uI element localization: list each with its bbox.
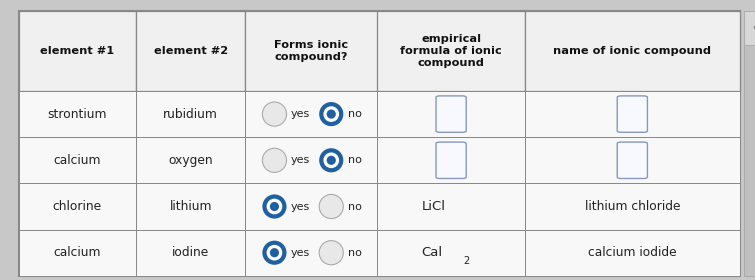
Bar bbox=[136, 183, 245, 230]
Bar bbox=[378, 11, 525, 91]
Text: calcium: calcium bbox=[54, 154, 101, 167]
Bar bbox=[19, 91, 136, 137]
Text: iodine: iodine bbox=[172, 246, 209, 259]
Bar bbox=[136, 230, 245, 276]
Text: >: > bbox=[749, 25, 755, 34]
Ellipse shape bbox=[262, 148, 286, 172]
Bar bbox=[525, 137, 740, 183]
Text: no: no bbox=[348, 202, 362, 211]
Bar bbox=[378, 183, 525, 230]
Ellipse shape bbox=[327, 156, 336, 165]
Text: name of ionic compound: name of ionic compound bbox=[553, 46, 711, 56]
Bar bbox=[525, 183, 740, 230]
Text: element #1: element #1 bbox=[40, 46, 115, 56]
Text: LiCl: LiCl bbox=[421, 200, 445, 213]
Bar bbox=[525, 91, 740, 137]
Text: calcium: calcium bbox=[54, 246, 101, 259]
Bar bbox=[19, 230, 136, 276]
Bar bbox=[245, 183, 378, 230]
FancyBboxPatch shape bbox=[617, 142, 647, 179]
Bar bbox=[136, 137, 245, 183]
Text: element #2: element #2 bbox=[153, 46, 228, 56]
Text: chlorine: chlorine bbox=[53, 200, 102, 213]
Ellipse shape bbox=[270, 202, 279, 211]
Bar bbox=[744, 11, 755, 45]
Bar bbox=[525, 230, 740, 276]
Bar bbox=[136, 11, 245, 91]
Bar bbox=[245, 11, 378, 91]
Ellipse shape bbox=[319, 148, 344, 172]
Ellipse shape bbox=[262, 194, 286, 219]
Text: oxygen: oxygen bbox=[168, 154, 213, 167]
Ellipse shape bbox=[319, 194, 344, 219]
Text: rubidium: rubidium bbox=[163, 108, 218, 121]
Bar bbox=[245, 137, 378, 183]
Bar bbox=[378, 230, 525, 276]
Text: lithium: lithium bbox=[169, 200, 212, 213]
Text: 2: 2 bbox=[464, 256, 470, 265]
Bar bbox=[19, 137, 136, 183]
Text: calcium iodide: calcium iodide bbox=[588, 246, 676, 259]
Ellipse shape bbox=[270, 248, 279, 257]
Bar bbox=[378, 91, 525, 137]
Text: no: no bbox=[348, 248, 362, 258]
Bar bbox=[245, 91, 378, 137]
Ellipse shape bbox=[323, 152, 339, 168]
Bar bbox=[744, 11, 755, 276]
Text: Forms ionic
compound?: Forms ionic compound? bbox=[274, 40, 349, 62]
FancyBboxPatch shape bbox=[617, 96, 647, 132]
Bar bbox=[378, 137, 525, 183]
FancyBboxPatch shape bbox=[436, 142, 466, 179]
Bar bbox=[19, 11, 136, 91]
Ellipse shape bbox=[267, 245, 282, 261]
Ellipse shape bbox=[323, 106, 339, 122]
Ellipse shape bbox=[319, 102, 344, 126]
Ellipse shape bbox=[262, 241, 286, 265]
Text: Cal: Cal bbox=[421, 246, 442, 259]
Text: yes: yes bbox=[291, 155, 310, 165]
FancyBboxPatch shape bbox=[436, 96, 466, 132]
Text: no: no bbox=[348, 155, 362, 165]
Bar bbox=[245, 230, 378, 276]
Ellipse shape bbox=[262, 102, 286, 126]
Text: empirical
formula of ionic
compound: empirical formula of ionic compound bbox=[400, 34, 502, 69]
Bar bbox=[525, 11, 740, 91]
Bar bbox=[136, 91, 245, 137]
Text: yes: yes bbox=[291, 109, 310, 119]
Text: no: no bbox=[348, 109, 362, 119]
Text: strontium: strontium bbox=[48, 108, 107, 121]
Bar bbox=[19, 183, 136, 230]
Text: yes: yes bbox=[291, 248, 310, 258]
Ellipse shape bbox=[267, 199, 282, 214]
Text: lithium chloride: lithium chloride bbox=[584, 200, 680, 213]
Text: yes: yes bbox=[291, 202, 310, 211]
Ellipse shape bbox=[319, 241, 344, 265]
Ellipse shape bbox=[327, 109, 336, 119]
